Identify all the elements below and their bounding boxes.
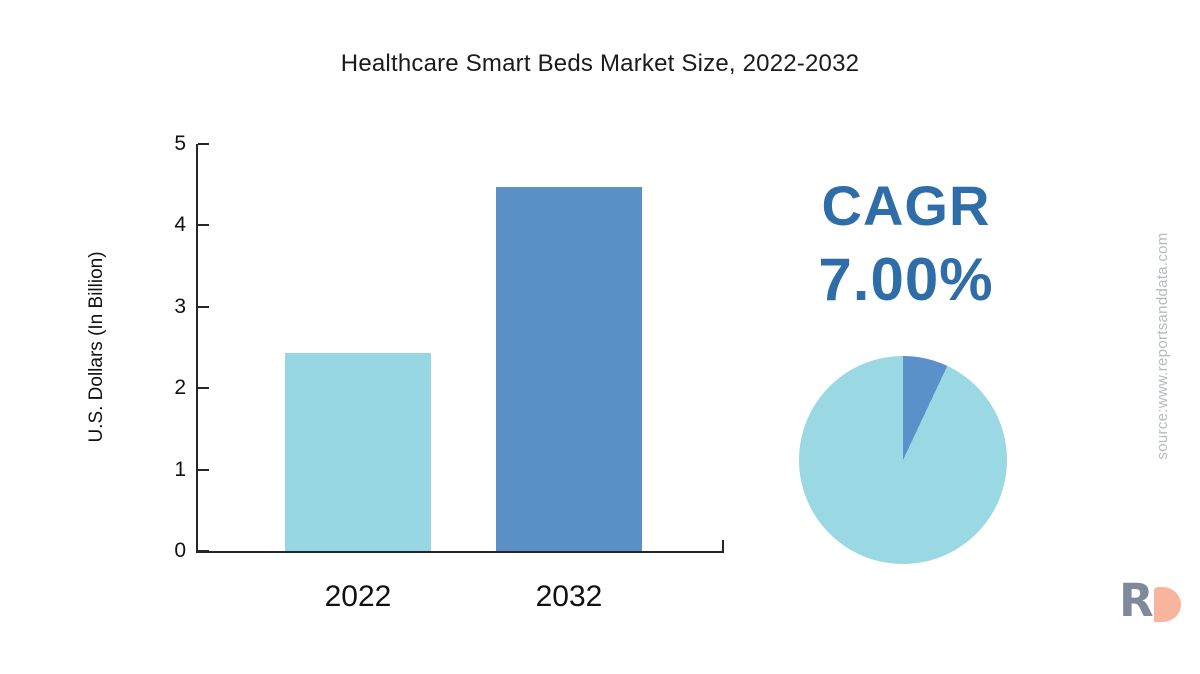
x-category-label: 2032 bbox=[535, 580, 603, 613]
cagr-label: CAGR bbox=[821, 174, 991, 237]
bar-2022 bbox=[285, 353, 431, 551]
reportsanddata-logo: R bbox=[1119, 578, 1185, 626]
chart-title: Healthcare Smart Beds Market Size, 2022-… bbox=[340, 50, 860, 77]
y-tick-mark bbox=[198, 468, 209, 471]
y-tick-label: 0 bbox=[174, 539, 186, 562]
cagr-pie-chart bbox=[799, 356, 1007, 564]
x-axis-end-tick bbox=[722, 540, 724, 551]
cagr-callout: CAGR 7.00% bbox=[770, 178, 1042, 310]
y-tick-mark bbox=[198, 387, 209, 390]
bar-chart-plot-area bbox=[196, 143, 724, 553]
y-tick-label: 5 bbox=[174, 132, 186, 155]
y-tick-mark bbox=[198, 224, 209, 227]
x-category-label: 2022 bbox=[324, 580, 392, 613]
source-note: source:www.reportsanddata.com bbox=[1154, 232, 1171, 460]
bar-2032 bbox=[496, 187, 642, 551]
logo-d-icon bbox=[1154, 587, 1181, 622]
cagr-value: 7.00% bbox=[818, 246, 994, 313]
y-tick-label: 2 bbox=[174, 376, 186, 400]
logo-letter-r: R bbox=[1119, 574, 1154, 627]
y-tick-label: 4 bbox=[174, 213, 186, 237]
y-tick-label: 3 bbox=[174, 294, 186, 318]
y-tick-mark bbox=[198, 550, 209, 552]
x-axis-line bbox=[196, 551, 724, 553]
y-tick-mark bbox=[198, 305, 209, 308]
y-axis-line bbox=[196, 144, 198, 553]
y-tick-label: 1 bbox=[174, 457, 186, 481]
y-tick-mark bbox=[198, 143, 209, 145]
